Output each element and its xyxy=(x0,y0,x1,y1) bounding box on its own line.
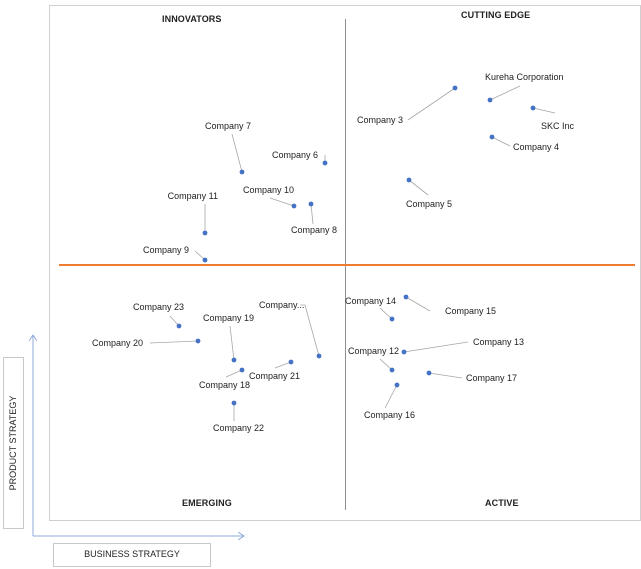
leader-line xyxy=(384,384,398,409)
leader-line xyxy=(532,107,556,114)
company-point xyxy=(389,367,395,373)
company-label: Company 17 xyxy=(466,373,517,383)
company-point xyxy=(403,294,409,300)
leader-line xyxy=(149,340,199,344)
company-point xyxy=(394,382,400,388)
company-label: Company 16 xyxy=(364,410,415,420)
company-label: Kureha Corporation xyxy=(485,72,564,82)
x-axis-label: BUSINESS STRATEGY xyxy=(84,549,180,559)
company-label: Company 13 xyxy=(473,337,524,347)
leader-line xyxy=(408,179,429,196)
company-point xyxy=(231,400,237,406)
company-point xyxy=(291,203,297,209)
leader-line xyxy=(229,325,235,361)
company-point xyxy=(308,201,314,207)
quadrant-label-emerging: EMERGING xyxy=(182,498,232,508)
leader-line xyxy=(403,341,469,353)
company-point xyxy=(401,349,407,355)
company-point xyxy=(231,357,237,363)
company-label: Company 20 xyxy=(92,338,143,348)
quadrant-label-active: ACTIVE xyxy=(485,498,519,508)
company-label: Company 6 xyxy=(272,150,318,160)
quadrant-divider-horizontal xyxy=(59,264,635,266)
company-label: Company 12 xyxy=(348,346,399,356)
company-point xyxy=(239,169,245,175)
company-point xyxy=(406,177,412,183)
company-label: Company 22 xyxy=(213,423,264,433)
leader-line xyxy=(231,133,243,173)
company-label: SKC Inc xyxy=(541,121,575,131)
company-label: Company 7 xyxy=(205,121,251,131)
company-point xyxy=(489,134,495,140)
company-point xyxy=(288,359,294,365)
company-label: Company 19 xyxy=(203,313,254,323)
company-label: Company 11 xyxy=(168,191,218,201)
leader-line xyxy=(310,203,314,225)
company-label: Company 9 xyxy=(143,245,189,255)
x-axis-label-box xyxy=(53,543,211,567)
company-label: Company 10 xyxy=(243,185,294,195)
company-label: Company... xyxy=(259,300,304,310)
leader-line xyxy=(379,358,393,371)
leader-line xyxy=(269,197,295,207)
quadrant-label-cutting-edge: CUTTING EDGE xyxy=(461,10,531,20)
quadrant-label-innovators: INNOVATORS xyxy=(162,14,222,24)
company-point xyxy=(322,160,328,166)
points-layer: Kureha Corporation SKC Inc Company 3 Compan… xyxy=(92,72,575,433)
company-label: Company 3 xyxy=(357,115,403,125)
company-point xyxy=(530,105,536,111)
company-point xyxy=(176,323,182,329)
leader-line xyxy=(428,372,463,379)
company-point xyxy=(195,338,201,344)
company-label: Company 18 xyxy=(199,380,250,390)
company-point xyxy=(239,367,245,373)
company-point xyxy=(426,370,432,376)
leader-line xyxy=(489,85,521,101)
company-point xyxy=(389,316,395,322)
company-point xyxy=(202,230,208,236)
company-label: Company 21 xyxy=(249,371,300,381)
company-label: Company 14 xyxy=(345,296,396,306)
leader-line xyxy=(225,369,243,378)
y-axis-label-box xyxy=(3,357,24,529)
company-label: Company 23 xyxy=(133,302,184,312)
leader-line xyxy=(407,87,456,121)
leader-line xyxy=(491,136,511,147)
company-point xyxy=(316,353,322,359)
leader-line xyxy=(300,304,320,357)
company-point xyxy=(452,85,458,91)
leader-line xyxy=(274,361,292,369)
company-label: Company 4 xyxy=(513,142,559,152)
y-axis-label: PRODUCT STRATEGY xyxy=(8,395,18,491)
company-point xyxy=(487,97,493,103)
company-label: Company 15 xyxy=(445,306,496,316)
company-label: Company 8 xyxy=(291,225,337,235)
leader-line xyxy=(379,307,393,320)
leader-line xyxy=(405,296,431,312)
company-point xyxy=(202,257,208,263)
company-label: Company 5 xyxy=(406,199,452,209)
